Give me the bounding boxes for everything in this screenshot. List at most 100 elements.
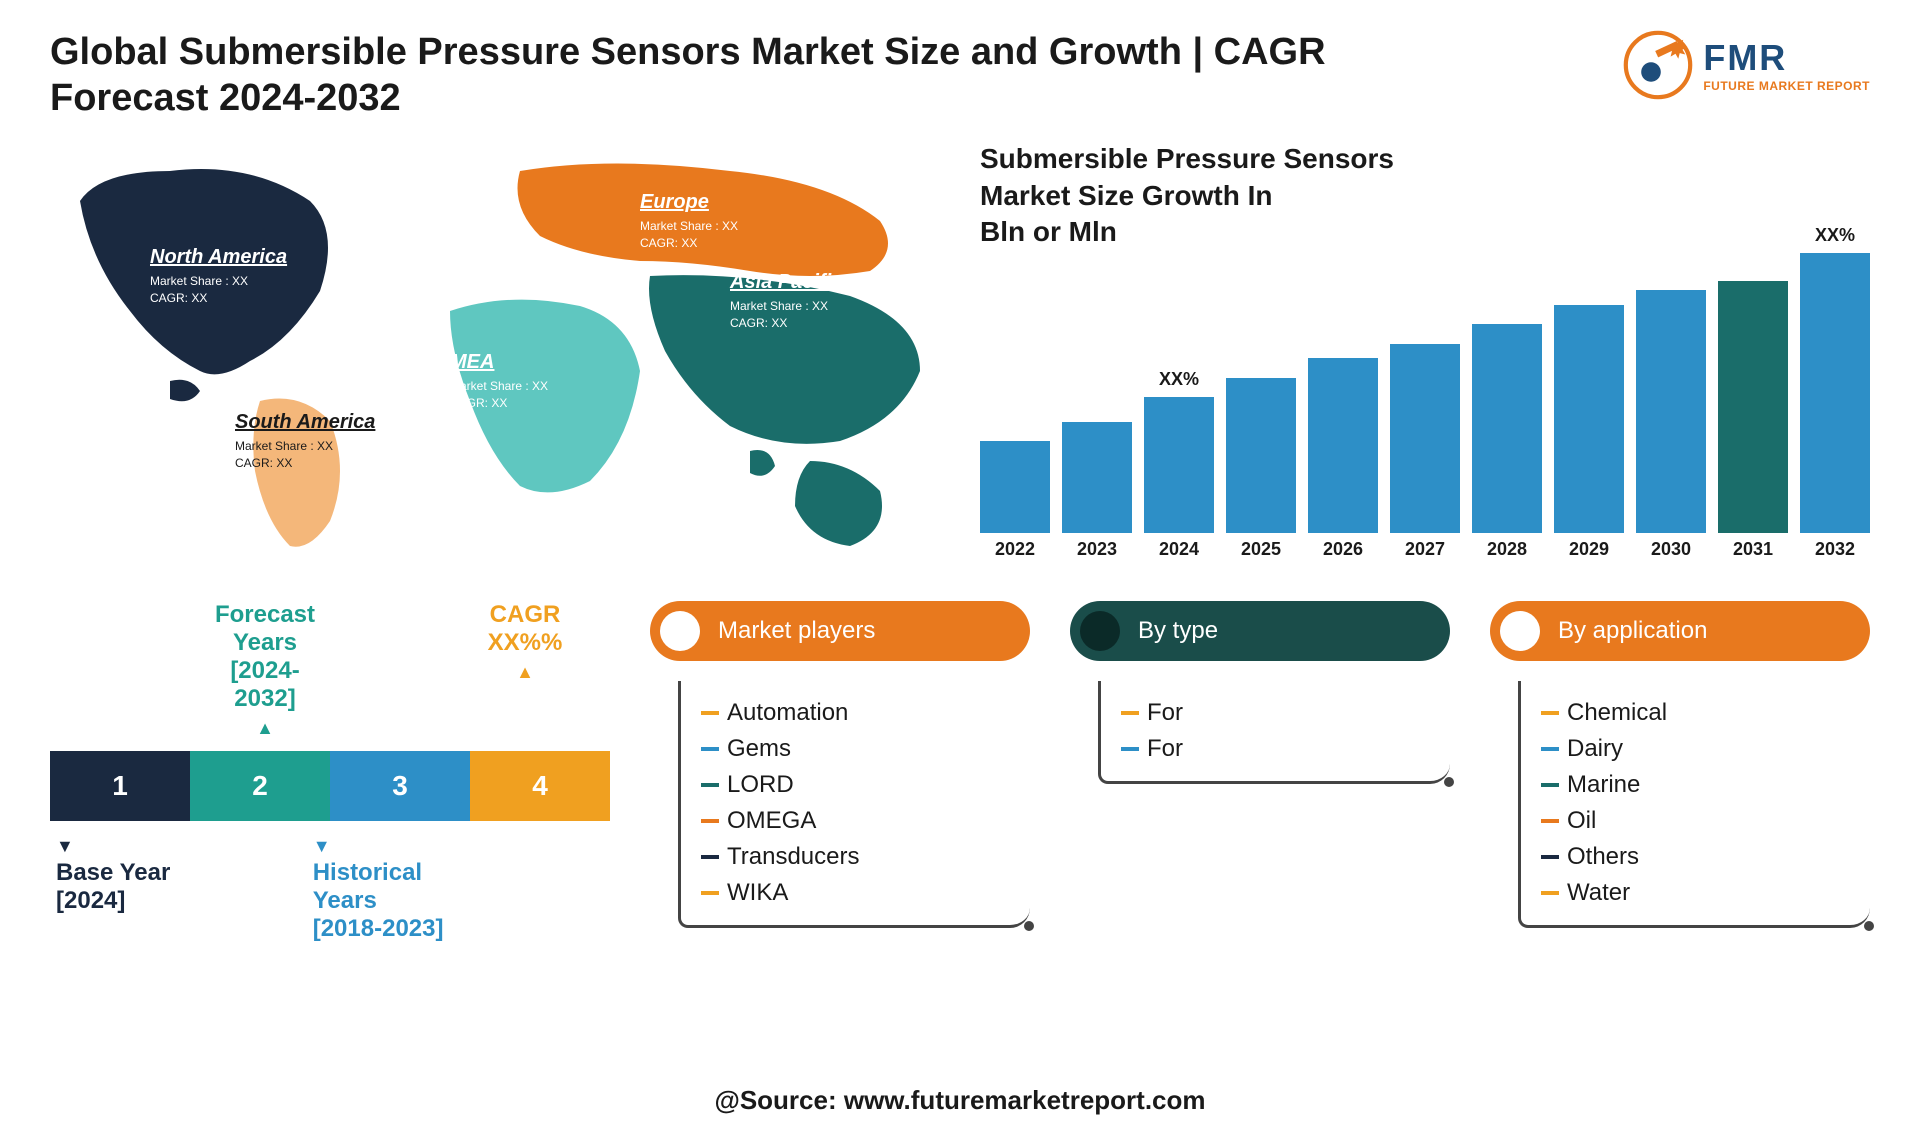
pills: Market players AutomationGemsLORDOMEGATr… bbox=[650, 601, 1870, 943]
list-item: Water bbox=[1541, 875, 1850, 911]
top-section: North America Market Share : XX CAGR: XX… bbox=[50, 141, 1870, 561]
bar-rect bbox=[1718, 281, 1788, 534]
region-share: Market Share : XX bbox=[150, 273, 287, 290]
list-item: WIKA bbox=[701, 875, 1010, 911]
region-europe: Europe Market Share : XX CAGR: XX bbox=[640, 191, 738, 252]
region-share: Market Share : XX bbox=[730, 298, 842, 315]
list-item: Automation bbox=[701, 695, 1010, 731]
bar-year-label: 2028 bbox=[1487, 539, 1527, 560]
bar-rect bbox=[1800, 253, 1870, 533]
bar-rect bbox=[1226, 378, 1296, 534]
bottom-section: Forecast Years [2024-2032] ▲ CAGR XX%% ▲… bbox=[50, 601, 1870, 943]
by-type-header: By type bbox=[1070, 601, 1450, 661]
region-name: MEA bbox=[450, 351, 548, 374]
region-name: North America bbox=[150, 246, 287, 269]
bar-year-label: 2030 bbox=[1651, 539, 1691, 560]
bar-2029: 2029 bbox=[1554, 305, 1624, 560]
market-players-list: AutomationGemsLORDOMEGATransducersWIKA bbox=[678, 681, 1030, 928]
bar-chart: Submersible Pressure Sensors Market Size… bbox=[980, 141, 1870, 561]
region-asia-pacific: Asia Pacific Market Share : XX CAGR: XX bbox=[730, 271, 842, 332]
list-item: Others bbox=[1541, 839, 1850, 875]
bar-year-label: 2031 bbox=[1733, 539, 1773, 560]
region-mea: MEA Market Share : XX CAGR: XX bbox=[450, 351, 548, 412]
bar-annotation: XX% bbox=[1815, 225, 1855, 246]
by-type-col: By type ForFor bbox=[1070, 601, 1450, 943]
by-application-col: By application ChemicalDairyMarineOilOth… bbox=[1490, 601, 1870, 943]
bar-rect bbox=[980, 441, 1050, 533]
bar-rect bbox=[1062, 422, 1132, 534]
logo-sub-text: FUTURE MARKET REPORT bbox=[1703, 79, 1870, 93]
dot-icon bbox=[1500, 611, 1540, 651]
list-item: For bbox=[1121, 731, 1430, 767]
list-item: OMEGA bbox=[701, 803, 1010, 839]
list-item: For bbox=[1121, 695, 1430, 731]
bar-2023: 2023 bbox=[1062, 422, 1132, 561]
bar-2024: XX% 2024 bbox=[1144, 397, 1214, 560]
region-south-america: South America Market Share : XX CAGR: XX bbox=[235, 411, 375, 472]
list-item: Transducers bbox=[701, 839, 1010, 875]
bar-rect bbox=[1144, 397, 1214, 533]
bar-year-label: 2029 bbox=[1569, 539, 1609, 560]
region-share: Market Share : XX bbox=[450, 378, 548, 395]
region-name: Europe bbox=[640, 191, 738, 214]
page-title: Global Submersible Pressure Sensors Mark… bbox=[50, 30, 1450, 121]
region-cagr: CAGR: XX bbox=[450, 395, 548, 412]
dot-icon bbox=[660, 611, 700, 651]
source-attribution: @Source: www.futuremarketreport.com bbox=[0, 1085, 1920, 1116]
bar-year-label: 2024 bbox=[1159, 539, 1199, 560]
region-share: Market Share : XX bbox=[640, 218, 738, 235]
timeline-seg-1: 1 bbox=[50, 751, 190, 821]
bar-rect bbox=[1390, 344, 1460, 534]
bar-rect bbox=[1308, 358, 1378, 533]
bar-year-label: 2025 bbox=[1241, 539, 1281, 560]
bar-year-label: 2022 bbox=[995, 539, 1035, 560]
bar-year-label: 2026 bbox=[1323, 539, 1363, 560]
timeline: Forecast Years [2024-2032] ▲ CAGR XX%% ▲… bbox=[50, 601, 610, 943]
bar-annotation: XX% bbox=[1159, 369, 1199, 390]
bar-year-label: 2027 bbox=[1405, 539, 1445, 560]
base-year-label: ▼ Base Year [2024] bbox=[50, 831, 178, 943]
region-cagr: CAGR: XX bbox=[730, 315, 842, 332]
market-players-col: Market players AutomationGemsLORDOMEGATr… bbox=[650, 601, 1030, 943]
cagr-label: CAGR XX%% ▲ bbox=[460, 601, 590, 741]
telescope-icon bbox=[1623, 30, 1693, 100]
bars-container: 2022 2023 XX% 2024 2025 2026 2027 2028 20… bbox=[980, 260, 1870, 560]
list-item: Marine bbox=[1541, 767, 1850, 803]
chart-title: Submersible Pressure Sensors Market Size… bbox=[980, 141, 1870, 250]
historical-label: ▼ Historical Years [2018-2023] bbox=[307, 831, 482, 943]
bar-rect bbox=[1554, 305, 1624, 533]
bar-2022: 2022 bbox=[980, 441, 1050, 560]
region-cagr: CAGR: XX bbox=[150, 290, 287, 307]
brand-logo: FMR FUTURE MARKET REPORT bbox=[1623, 30, 1870, 100]
bar-2027: 2027 bbox=[1390, 344, 1460, 561]
bar-year-label: 2032 bbox=[1815, 539, 1855, 560]
header: Global Submersible Pressure Sensors Mark… bbox=[50, 30, 1870, 121]
list-item: Dairy bbox=[1541, 731, 1850, 767]
dot-icon bbox=[1080, 611, 1120, 651]
region-north-america: North America Market Share : XX CAGR: XX bbox=[150, 246, 287, 307]
world-map: North America Market Share : XX CAGR: XX… bbox=[50, 141, 950, 561]
region-share: Market Share : XX bbox=[235, 438, 375, 455]
region-name: Asia Pacific bbox=[730, 271, 842, 294]
by-application-header: By application bbox=[1490, 601, 1870, 661]
region-name: South America bbox=[235, 411, 375, 434]
list-item: Gems bbox=[701, 731, 1010, 767]
list-item: Chemical bbox=[1541, 695, 1850, 731]
forecast-label: Forecast Years [2024-2032] ▲ bbox=[200, 601, 330, 741]
bar-2026: 2026 bbox=[1308, 358, 1378, 560]
list-item: Oil bbox=[1541, 803, 1850, 839]
bar-2032: XX% 2032 bbox=[1800, 253, 1870, 560]
market-players-header: Market players bbox=[650, 601, 1030, 661]
list-item: LORD bbox=[701, 767, 1010, 803]
timeline-seg-4: 4 bbox=[470, 751, 610, 821]
region-cagr: CAGR: XX bbox=[235, 455, 375, 472]
triangle-up-icon: ▲ bbox=[516, 662, 534, 682]
bar-year-label: 2023 bbox=[1077, 539, 1117, 560]
bar-2030: 2030 bbox=[1636, 290, 1706, 560]
by-application-list: ChemicalDairyMarineOilOthersWater bbox=[1518, 681, 1870, 928]
timeline-seg-2: 2 bbox=[190, 751, 330, 821]
triangle-down-icon: ▼ bbox=[56, 836, 74, 856]
bar-rect bbox=[1636, 290, 1706, 533]
triangle-up-icon: ▲ bbox=[256, 718, 274, 738]
timeline-bar: 1 2 3 4 bbox=[50, 751, 610, 821]
